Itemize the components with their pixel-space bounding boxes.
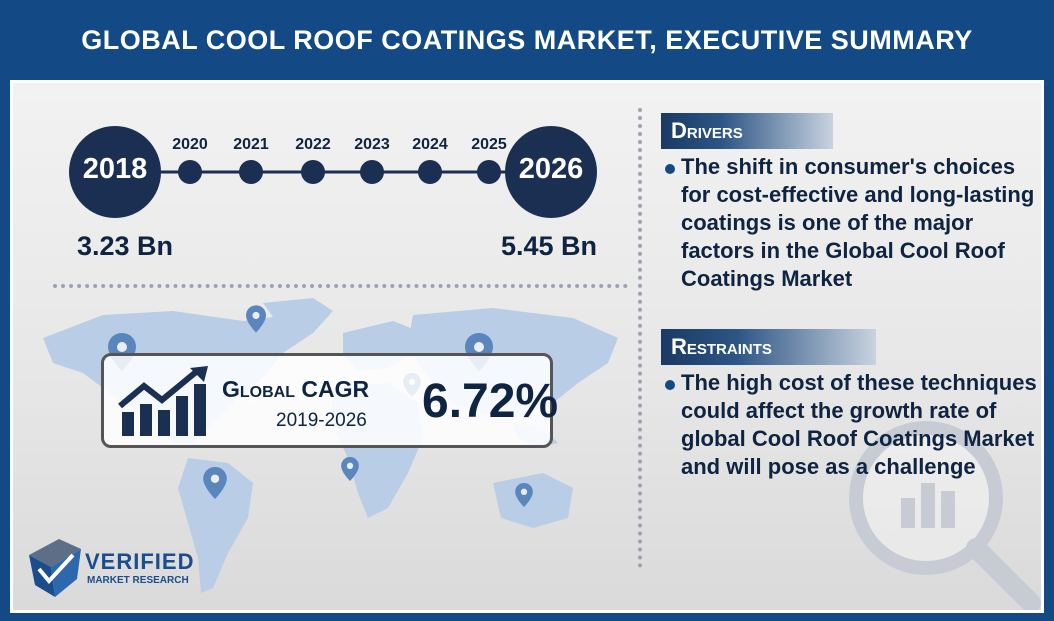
- timeline-dot: [301, 160, 325, 184]
- end-year: 2026: [518, 153, 584, 185]
- timeline-dot: [178, 160, 202, 184]
- timeline-end-circle: [505, 126, 597, 218]
- timeline: [69, 126, 597, 218]
- year-label: 2023: [354, 136, 390, 153]
- main-panel: 2018 2026 2020 2021 2022 2023 2024 2025 …: [10, 80, 1044, 613]
- restraints-heading: Restraints: [661, 329, 876, 365]
- timeline-start-circle: [69, 126, 161, 218]
- logo-name: VERIFIED: [85, 549, 195, 574]
- year-label: 2021: [233, 136, 269, 153]
- cagr-period: 2019-2026: [276, 410, 367, 431]
- location-pin-icon: [341, 457, 359, 481]
- location-pin-icon: [515, 483, 533, 507]
- year-label: 2025: [471, 136, 507, 153]
- bullet-dot: [665, 380, 675, 390]
- end-value: 5.45 Bn: [501, 231, 598, 261]
- logo-icon: [29, 539, 81, 597]
- logo-sub: MARKET RESEARCH: [87, 575, 189, 586]
- column-divider: [638, 108, 642, 568]
- start-value: 3.23 Bn: [77, 231, 174, 261]
- year-label: 2024: [412, 136, 448, 153]
- cagr-label: Global CAGR: [222, 376, 370, 402]
- year-label: 2020: [172, 136, 208, 153]
- start-year: 2018: [82, 153, 148, 185]
- restraints-text: The high cost of these techniques could …: [681, 370, 1037, 479]
- timeline-dot: [360, 160, 384, 184]
- magnifier-icon: [849, 421, 1041, 610]
- page-title: GLOBAL COOL ROOF COATINGS MARKET, EXECUT…: [81, 24, 973, 55]
- drivers-heading: Drivers: [661, 113, 833, 149]
- year-label: 2022: [295, 136, 331, 153]
- location-pin-icon: [246, 305, 266, 333]
- drivers-text: The shift in consumer's choices for cost…: [681, 154, 1035, 291]
- title-bar: GLOBAL COOL ROOF COATINGS MARKET, EXECUT…: [0, 0, 1054, 80]
- bullet-dot: [665, 164, 675, 174]
- timeline-dot: [477, 160, 501, 184]
- growth-chart-icon: [118, 366, 208, 436]
- timeline-dot: [418, 160, 442, 184]
- cagr-box: Global CAGR 2019-2026 6.72%: [101, 353, 558, 448]
- location-pin-icon: [203, 467, 227, 499]
- section-divider: [53, 284, 628, 288]
- timeline-dot: [239, 160, 263, 184]
- cagr-value: 6.72%: [422, 375, 559, 428]
